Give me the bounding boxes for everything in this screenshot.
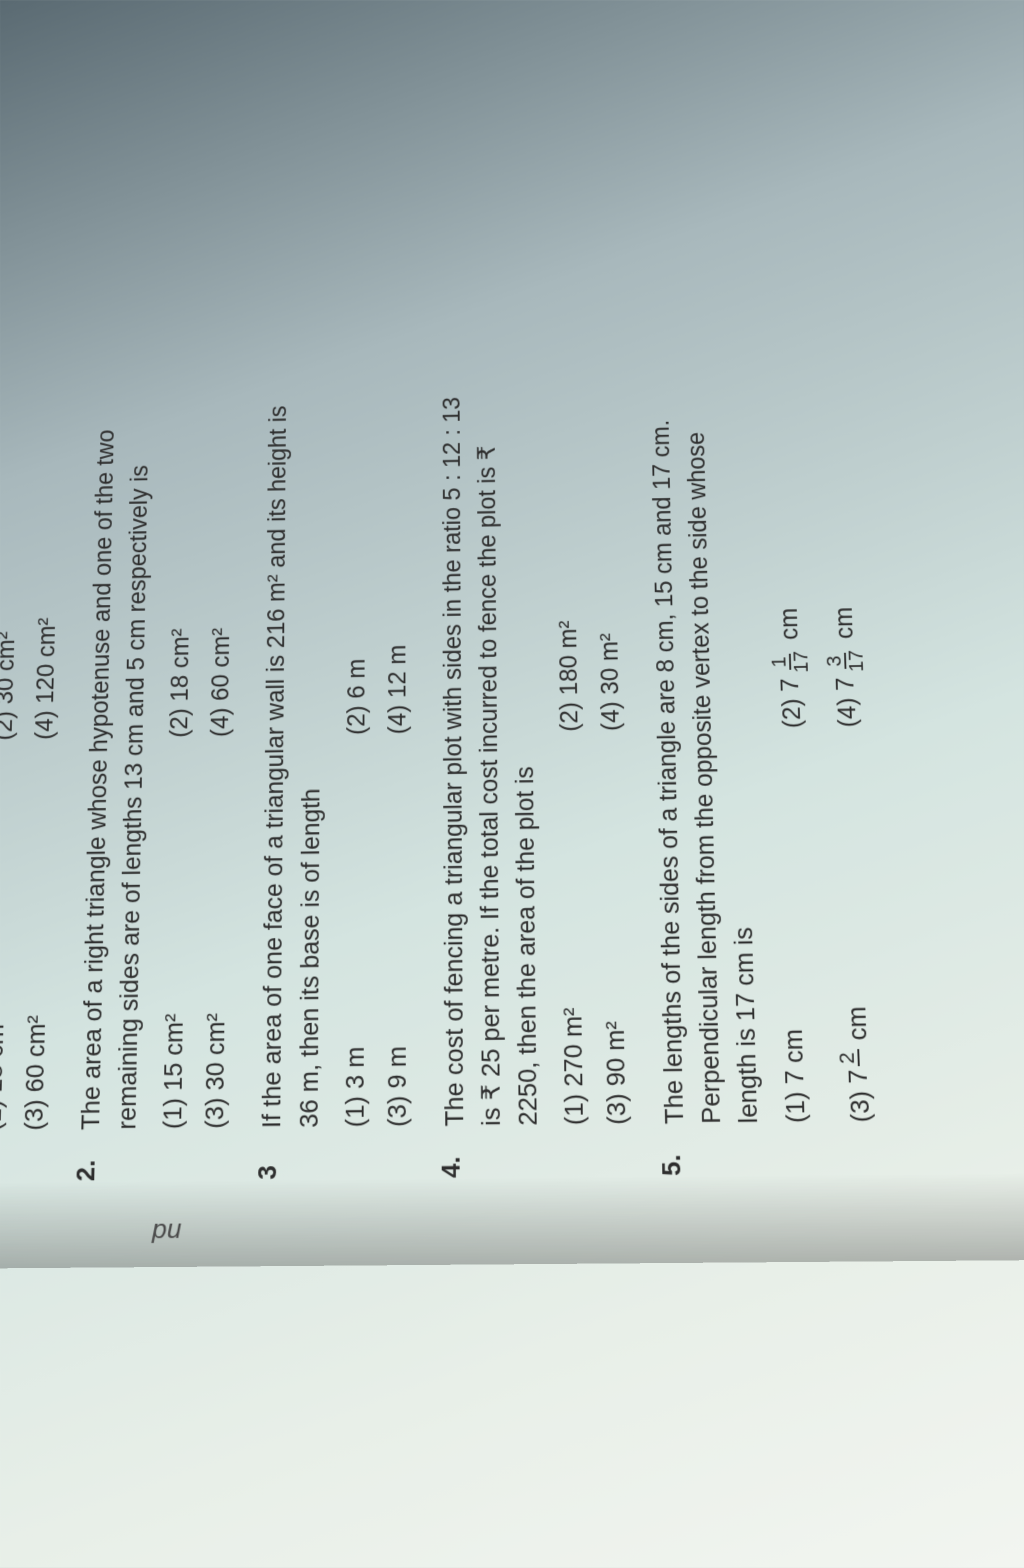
option: (1) 7 cm	[771, 755, 825, 1123]
question-3: 3 If the area of one face of a triangula…	[254, 388, 412, 1179]
mixed-fraction: 7 2	[836, 1047, 881, 1084]
option: (2) 180 m²	[552, 385, 585, 732]
option-label: (4)	[832, 697, 861, 727]
option: (4) 12 m	[383, 388, 411, 734]
q-text: The lengths of the sides of a triangle a…	[643, 382, 768, 1125]
option: (3) 9 m	[383, 761, 412, 1127]
q-text: The area of a right triangle whose hypot…	[73, 394, 159, 1131]
textbook-page: nd Try Yourself 1. The area of a right t…	[0, 320, 1024, 1270]
option: (1) 15 cm²	[159, 764, 193, 1129]
denominator: 17	[790, 648, 811, 676]
option: (3) 7 2 cm	[827, 754, 883, 1122]
option: (4) 30 m²	[592, 384, 626, 731]
q-text: The cost of fencing a triangular plot wi…	[434, 386, 547, 1127]
q-number: 3	[254, 1128, 284, 1180]
q-number: 4.	[437, 1126, 466, 1178]
unit: cm	[774, 608, 802, 640]
whole-part: 7	[844, 1069, 874, 1084]
q-number: 2.	[72, 1130, 102, 1182]
mixed-fraction: 7 1 17	[768, 646, 812, 692]
option: (1) 18 cm²	[0, 767, 17, 1131]
question-1: 1. The area of a right triangle with sid…	[0, 396, 67, 1183]
fraction: 1 17	[768, 648, 811, 676]
option: (1) 3 m	[341, 762, 371, 1128]
q-number: 5.	[657, 1124, 687, 1176]
option: (2) 7 1 17 cm	[761, 380, 813, 728]
question-list: 1. The area of a right triangle with sid…	[0, 379, 884, 1182]
unit: cm	[829, 607, 858, 639]
option: (3) 60 cm²	[20, 766, 58, 1130]
option: (3) 30 cm²	[201, 764, 234, 1129]
numerator: 3	[823, 653, 846, 670]
whole-part: 7	[831, 677, 860, 691]
denominator: 17	[845, 647, 866, 675]
whole-part: 7	[776, 678, 805, 692]
option: (1) 270 m²	[556, 758, 590, 1125]
option-label: (3)	[844, 1091, 874, 1123]
option: (4) 60 cm²	[206, 392, 238, 737]
question-5: 5. The lengths of the sides of a triangl…	[643, 379, 884, 1176]
option: (2) 18 cm²	[166, 393, 199, 738]
margin-fragment: nd	[152, 1217, 182, 1248]
numerator: 2	[836, 1049, 859, 1067]
unit: cm	[842, 1006, 871, 1040]
option: (4) 120 cm²	[31, 396, 68, 741]
numerator: 1	[768, 654, 791, 671]
option: (2) 30 cm²	[0, 396, 27, 740]
option-label: (2)	[776, 698, 805, 728]
denominator	[859, 1052, 880, 1064]
option: (4) 7 3 17 cm	[815, 379, 869, 727]
question-4: 4. The cost of fencing a triangular plot…	[434, 384, 633, 1178]
fraction: 2	[836, 1049, 880, 1067]
option: (3) 90 m²	[597, 758, 632, 1125]
mixed-fraction: 7 3 17	[823, 645, 867, 691]
question-2: 2. The area of a right triangle whose hy…	[72, 392, 239, 1181]
q-text: If the area of one face of a triangular …	[254, 390, 331, 1128]
option: (2) 6 m	[342, 389, 371, 735]
fraction: 3 17	[823, 647, 866, 675]
